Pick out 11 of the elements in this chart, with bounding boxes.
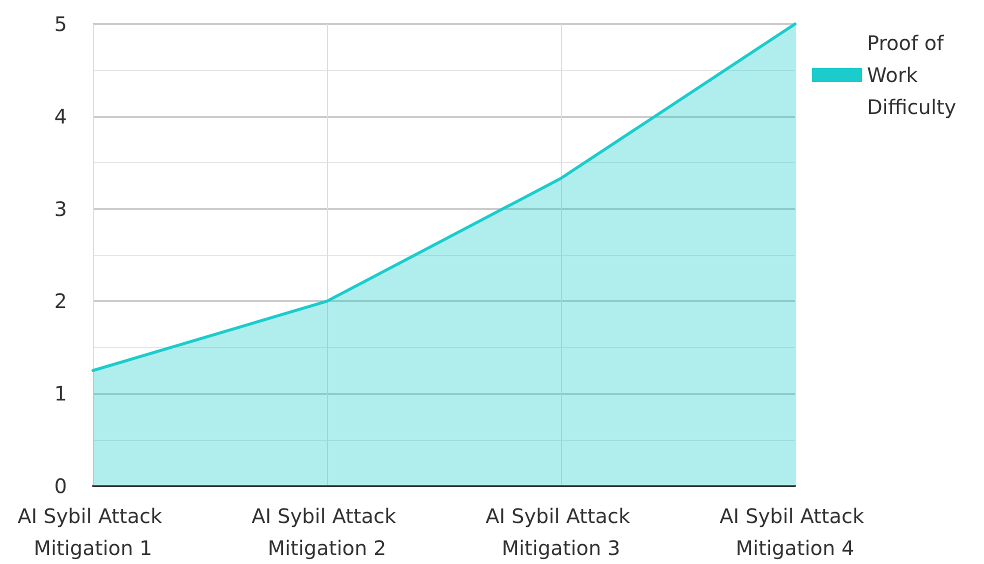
y-tick-label: 2 (54, 289, 67, 314)
y-tick-label: 4 (54, 104, 67, 128)
x-tick-label: AI Sybil Attack Mitigation 1 (18, 504, 168, 560)
x-tick-label: AI Sybil Attack Mitigation 3 (486, 504, 636, 560)
y-tick-label: 3 (54, 196, 67, 221)
y-tick-label: 0 (54, 474, 67, 498)
y-tick-label: 1 (54, 382, 67, 406)
legend-label: Proof of Work Difficulty (867, 31, 956, 119)
x-tick-label: AI Sybil Attack Mitigation 2 (252, 504, 402, 560)
x-tick-label: AI Sybil Attack Mitigation 4 (720, 504, 870, 560)
y-tick-label: 5 (54, 12, 67, 36)
